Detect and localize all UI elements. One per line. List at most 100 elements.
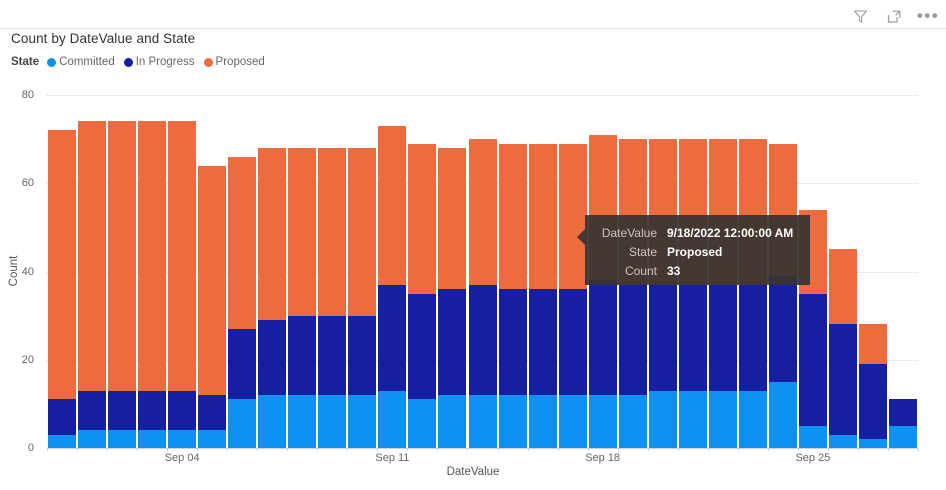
bar-segment-proposed[interactable] xyxy=(228,156,257,329)
bar-segment-committed[interactable] xyxy=(678,390,707,448)
chart-bar[interactable] xyxy=(258,147,287,448)
bar-segment-committed[interactable] xyxy=(888,425,917,448)
chart-bar[interactable] xyxy=(318,147,347,448)
bar-segment-proposed[interactable] xyxy=(408,143,437,294)
bar-segment-committed[interactable] xyxy=(858,439,887,448)
bar-segment-committed[interactable] xyxy=(648,390,677,448)
bar-segment-in-progress[interactable] xyxy=(618,284,647,396)
chart-bar[interactable] xyxy=(678,139,707,448)
bar-segment-committed[interactable] xyxy=(48,434,77,448)
bar-segment-in-progress[interactable] xyxy=(258,320,287,396)
chart-bar[interactable] xyxy=(468,139,497,448)
more-options-icon[interactable]: ••• xyxy=(917,6,938,26)
bar-segment-proposed[interactable] xyxy=(198,165,227,396)
bar-segment-in-progress[interactable] xyxy=(78,390,107,431)
bar-segment-proposed[interactable] xyxy=(318,147,347,316)
chart-bar[interactable] xyxy=(528,143,557,448)
chart-bar[interactable] xyxy=(618,139,647,448)
bar-segment-in-progress[interactable] xyxy=(708,284,737,391)
bar-segment-committed[interactable] xyxy=(558,395,587,448)
bar-segment-committed[interactable] xyxy=(378,390,407,448)
bar-segment-committed[interactable] xyxy=(618,395,647,448)
chart-bar[interactable] xyxy=(738,139,767,448)
bar-segment-in-progress[interactable] xyxy=(438,289,467,396)
bar-segment-committed[interactable] xyxy=(78,430,107,448)
bar-segment-in-progress[interactable] xyxy=(408,293,437,400)
bar-segment-committed[interactable] xyxy=(258,395,287,448)
bar-segment-proposed[interactable] xyxy=(258,147,287,321)
bar-segment-committed[interactable] xyxy=(198,430,227,448)
bar-segment-proposed[interactable] xyxy=(78,121,107,391)
bar-segment-in-progress[interactable] xyxy=(498,289,527,396)
bar-segment-in-progress[interactable] xyxy=(168,390,197,431)
chart-bar[interactable] xyxy=(498,143,527,448)
bar-segment-in-progress[interactable] xyxy=(138,390,167,431)
bar-segment-proposed[interactable] xyxy=(558,143,587,290)
bar-segment-in-progress[interactable] xyxy=(738,284,767,391)
legend-item-committed[interactable]: Committed xyxy=(47,56,115,68)
bar-segment-proposed[interactable] xyxy=(468,139,497,285)
bar-segment-in-progress[interactable] xyxy=(48,399,77,435)
bar-segment-committed[interactable] xyxy=(438,395,467,448)
chart-bar[interactable] xyxy=(708,139,737,448)
bar-segment-proposed[interactable] xyxy=(378,125,407,285)
bar-segment-in-progress[interactable] xyxy=(858,364,887,440)
chart-bar[interactable] xyxy=(558,143,587,448)
bar-segment-in-progress[interactable] xyxy=(888,399,917,426)
bar-segment-proposed[interactable] xyxy=(438,147,467,290)
bar-segment-in-progress[interactable] xyxy=(108,390,137,431)
bar-segment-committed[interactable] xyxy=(168,430,197,448)
chart-bar[interactable] xyxy=(378,125,407,448)
chart-bar[interactable] xyxy=(588,134,617,448)
legend-item-in-progress[interactable]: In Progress xyxy=(123,56,195,68)
bar-segment-committed[interactable] xyxy=(408,399,437,448)
bar-segment-in-progress[interactable] xyxy=(468,284,497,396)
chart-bar[interactable] xyxy=(888,399,917,448)
bar-segment-in-progress[interactable] xyxy=(588,280,617,396)
bar-segment-proposed[interactable] xyxy=(168,121,197,391)
legend-item-proposed[interactable]: Proposed xyxy=(203,56,265,68)
bar-segment-committed[interactable] xyxy=(468,395,497,448)
bar-segment-committed[interactable] xyxy=(738,390,767,448)
bar-segment-committed[interactable] xyxy=(798,425,827,448)
chart-bar[interactable] xyxy=(348,147,377,448)
bar-segment-in-progress[interactable] xyxy=(378,284,407,391)
bar-segment-proposed[interactable] xyxy=(48,130,77,400)
bar-segment-proposed[interactable] xyxy=(498,143,527,290)
chart-bar[interactable] xyxy=(438,147,467,448)
chart-bar[interactable] xyxy=(408,143,437,448)
filter-icon[interactable] xyxy=(850,6,870,26)
chart-bar[interactable] xyxy=(648,139,677,448)
bar-segment-in-progress[interactable] xyxy=(678,284,707,391)
chart-bar[interactable] xyxy=(138,121,167,448)
chart-bar[interactable] xyxy=(288,147,317,448)
bar-segment-in-progress[interactable] xyxy=(648,284,677,391)
bar-segment-committed[interactable] xyxy=(708,390,737,448)
bar-segment-in-progress[interactable] xyxy=(228,328,257,400)
bar-segment-proposed[interactable] xyxy=(108,121,137,391)
chart-bar[interactable] xyxy=(828,249,857,448)
bar-segment-in-progress[interactable] xyxy=(318,315,347,396)
bar-segment-proposed[interactable] xyxy=(288,147,317,316)
bar-segment-committed[interactable] xyxy=(828,434,857,448)
chart-bar[interactable] xyxy=(198,165,227,448)
bar-segment-committed[interactable] xyxy=(348,395,377,448)
bar-segment-committed[interactable] xyxy=(768,381,797,448)
chart-bar[interactable] xyxy=(768,143,797,448)
chart-bar[interactable] xyxy=(48,130,77,448)
bar-segment-in-progress[interactable] xyxy=(798,293,827,426)
bar-segment-committed[interactable] xyxy=(108,430,137,448)
chart-bar[interactable] xyxy=(168,121,197,448)
chart-bar[interactable] xyxy=(108,121,137,448)
bar-segment-in-progress[interactable] xyxy=(198,395,227,431)
chart-bar[interactable] xyxy=(858,324,887,448)
bar-segment-proposed[interactable] xyxy=(138,121,167,391)
bar-segment-committed[interactable] xyxy=(498,395,527,448)
bar-segment-committed[interactable] xyxy=(138,430,167,448)
bar-segment-committed[interactable] xyxy=(228,399,257,448)
bar-segment-in-progress[interactable] xyxy=(348,315,377,396)
bar-segment-in-progress[interactable] xyxy=(288,315,317,396)
bar-segment-in-progress[interactable] xyxy=(768,275,797,382)
bar-segment-committed[interactable] xyxy=(288,395,317,448)
chart-bar[interactable] xyxy=(78,121,107,448)
